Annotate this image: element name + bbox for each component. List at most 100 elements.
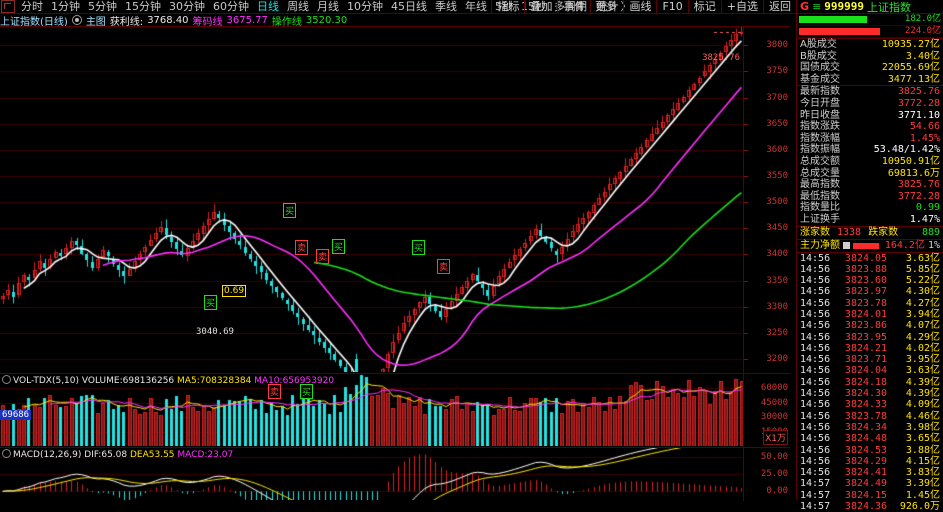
- tick-amount: 3.63亿: [898, 253, 940, 264]
- macd-settings-dot-icon[interactable]: [2, 449, 11, 458]
- sell-volume-bar-fill: [799, 28, 880, 35]
- menu-icon[interactable]: ≡: [812, 0, 821, 13]
- volume-settings-dot-icon[interactable]: [2, 375, 11, 384]
- volume-cursor-badge: 69686: [0, 410, 31, 420]
- stat-label-0: 最新指数: [800, 86, 840, 98]
- overlay-button[interactable]: 叠加: [524, 0, 557, 13]
- tab-60min[interactable]: 60分钟: [209, 0, 253, 13]
- chart-annotation: 卖: [316, 249, 329, 264]
- tab-30min[interactable]: 30分钟: [165, 0, 209, 13]
- stat-value-10: 0.99: [916, 202, 940, 214]
- tab-10min[interactable]: 10分钟: [343, 0, 387, 13]
- tick-time: 14:56: [800, 253, 834, 264]
- f10-button[interactable]: F10: [656, 0, 687, 13]
- macd-pane[interactable]: MACD(12,26,9) DIF:65.08 DEA53.55 MACD:23…: [0, 447, 790, 501]
- price-axis-tick: 3800: [766, 40, 788, 50]
- drawline-button[interactable]: 画线: [623, 0, 656, 13]
- tab-monthly[interactable]: 月线: [313, 0, 343, 13]
- tab-yearly[interactable]: 年线: [461, 0, 491, 13]
- tick-price: 3824.36: [834, 501, 898, 512]
- axis-tick-mark: [744, 202, 748, 203]
- settings-dot-icon[interactable]: [72, 15, 82, 25]
- low-price-label: 3040.69: [196, 327, 234, 337]
- volume-unit-badge: X1万: [763, 430, 788, 445]
- indicator-button[interactable]: 指标: [491, 0, 524, 13]
- candlestick-canvas[interactable]: [0, 27, 744, 372]
- stat-label-2: 昨日收盘: [800, 110, 840, 122]
- stat-value-11: 1.47%: [910, 214, 940, 226]
- tick-price: 3823.60: [834, 275, 898, 286]
- ma3-value: 3520.30: [306, 15, 347, 26]
- tab-fenshi[interactable]: 分时: [17, 0, 47, 13]
- stat-value-0: 3825.76: [898, 86, 940, 98]
- price-axis-tick: 3300: [766, 302, 788, 312]
- buy-volume-bar: 182.0亿: [797, 14, 943, 26]
- tick-time: 14:56: [800, 456, 834, 467]
- back-button[interactable]: 返回: [763, 0, 797, 13]
- tab-15min[interactable]: 15分钟: [121, 0, 165, 13]
- axis-tick-mark: [744, 333, 748, 334]
- price-axis-tick: 3550: [766, 171, 788, 181]
- macd-header: MACD(12,26,9) DIF:65.08 DEA53.55 MACD:23…: [2, 449, 233, 460]
- stat-value-6: 10950.91亿: [882, 156, 940, 168]
- tick-price: 3824.41: [834, 467, 898, 478]
- tick-amount: 4.07亿: [898, 320, 940, 331]
- tab-quarterly[interactable]: 季线: [431, 0, 461, 13]
- tick-time: 14:56: [800, 264, 834, 275]
- tab-1min[interactable]: 1分钟: [47, 0, 84, 13]
- price-axis-tick: 3350: [766, 276, 788, 286]
- volume-pane[interactable]: VOL-TDX(5,10) VOLUME:698136256 MA5:70832…: [0, 373, 790, 447]
- tick-time: 14:56: [800, 399, 834, 410]
- buy-volume-bar-fill: [799, 16, 867, 23]
- tick-time: 14:56: [800, 332, 834, 343]
- stat-value-8: 3825.76: [898, 179, 940, 191]
- stat-label-10: 指数量比: [800, 202, 840, 214]
- tick-amount: 3.95亿: [898, 354, 940, 365]
- tick-time: 14:57: [800, 490, 834, 501]
- layout-icon[interactable]: [1, 0, 15, 13]
- quote-code-header[interactable]: G ≡ 999999 上证指数: [796, 0, 943, 13]
- add-to-watchlist-button[interactable]: +自选: [721, 0, 763, 13]
- stat-label-7: 总成交量: [800, 168, 840, 180]
- stock-name: 上证指数: [867, 0, 911, 15]
- events-button[interactable]: 事件: [557, 0, 590, 13]
- tick-amount: 4.29亿: [898, 332, 940, 343]
- mark-button[interactable]: 标记: [688, 0, 721, 13]
- tab-weekly[interactable]: 周线: [283, 0, 313, 13]
- tick-price: 3824.49: [834, 478, 898, 489]
- tick-price: 3823.71: [834, 354, 898, 365]
- turnover-label-1: B股成交: [800, 51, 837, 63]
- tick-price: 3824.04: [834, 365, 898, 376]
- tab-5min[interactable]: 5分钟: [84, 0, 121, 13]
- statistics-button[interactable]: 统计: [590, 0, 623, 13]
- tab-daily[interactable]: 日线: [253, 0, 283, 13]
- tab-45day[interactable]: 45日线: [387, 0, 431, 13]
